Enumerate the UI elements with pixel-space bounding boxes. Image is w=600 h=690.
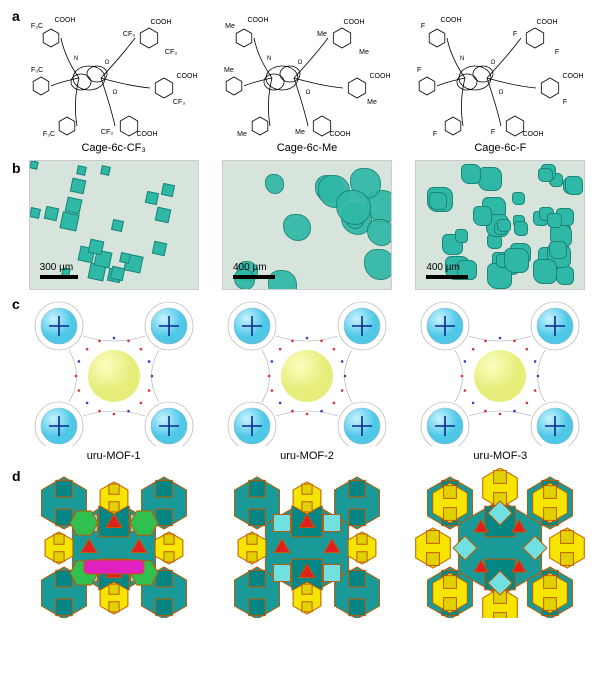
svg-text:F₃C: F₃C bbox=[43, 131, 55, 138]
caption-a-2: Cage-6c-Me bbox=[277, 142, 338, 154]
panel-label-b: b bbox=[12, 160, 26, 176]
cell-a-3: COOH COOH COOH F F F F F F F COOH O O N Cage-6c-F bbox=[413, 8, 588, 154]
scalebar-3: 400 µm bbox=[426, 262, 468, 279]
cell-a-2: COOH COOH COOH Me Me Me Me Me Me Me COOH O O N Cage-6… bbox=[219, 8, 394, 154]
micrograph-3: 400 µm bbox=[415, 160, 585, 290]
caption-c-2: uru-MOF-2 bbox=[280, 450, 334, 462]
svg-text:CF₃: CF₃ bbox=[165, 49, 177, 56]
cell-a-1: COOH COOH COOH CF₃ CF₃ CF₃ CF₃ F₃C F₃C F₃C COOH O O N… bbox=[26, 8, 201, 154]
svg-text:CF₃: CF₃ bbox=[173, 99, 185, 106]
tiling-3 bbox=[415, 468, 585, 618]
crystal-structure-1 bbox=[29, 296, 199, 446]
svg-text:COOH: COOH bbox=[54, 17, 75, 24]
svg-text:F: F bbox=[513, 31, 517, 38]
chem-structure-1: COOH COOH COOH CF₃ CF₃ CF₃ CF₃ F₃C F₃C F₃C COOH O O N bbox=[29, 8, 199, 138]
svg-text:COOH: COOH bbox=[176, 73, 197, 80]
svg-text:F₃C: F₃C bbox=[31, 67, 43, 74]
svg-text:O: O bbox=[306, 90, 311, 96]
svg-text:COOH: COOH bbox=[329, 131, 350, 138]
svg-text:F: F bbox=[433, 131, 437, 138]
tiling-2 bbox=[222, 468, 392, 618]
chem-structure-2: COOH COOH COOH Me Me Me Me Me Me Me COOH O O N bbox=[222, 8, 392, 138]
scalebar-label: 300 µm bbox=[40, 262, 78, 273]
svg-text:COOH: COOH bbox=[441, 17, 462, 24]
svg-text:F: F bbox=[421, 23, 425, 30]
svg-text:N: N bbox=[73, 56, 77, 62]
svg-text:COOH: COOH bbox=[343, 19, 364, 26]
svg-text:COOH: COOH bbox=[369, 73, 390, 80]
svg-text:Me: Me bbox=[359, 49, 369, 56]
scalebar-label: 400 µm bbox=[426, 262, 468, 273]
svg-text:F: F bbox=[563, 99, 567, 106]
tiling-1 bbox=[29, 468, 199, 618]
micrograph-1: 300 µm bbox=[29, 160, 199, 290]
crystal-structure-3 bbox=[415, 296, 585, 446]
panel-label-c: c bbox=[12, 296, 26, 312]
scalebar-2: 400 µm bbox=[233, 262, 275, 279]
svg-text:COOH: COOH bbox=[247, 17, 268, 24]
svg-text:COOH: COOH bbox=[523, 131, 544, 138]
scalebar-label: 400 µm bbox=[233, 262, 275, 273]
caption-a-3: Cage-6c-F bbox=[474, 142, 526, 154]
svg-text:N: N bbox=[267, 56, 271, 62]
svg-text:Me: Me bbox=[225, 23, 235, 30]
caption-a-1: Cage-6c-CF₃ bbox=[81, 142, 145, 154]
svg-text:F: F bbox=[491, 129, 495, 136]
caption-c-3: uru-MOF-3 bbox=[473, 450, 527, 462]
panel-label-d: d bbox=[12, 468, 26, 484]
svg-text:Me: Me bbox=[295, 129, 305, 136]
svg-text:O: O bbox=[491, 60, 496, 66]
svg-text:COOH: COOH bbox=[563, 73, 584, 80]
svg-text:O: O bbox=[499, 90, 504, 96]
svg-text:O: O bbox=[112, 90, 117, 96]
svg-text:O: O bbox=[104, 60, 109, 66]
svg-text:O: O bbox=[298, 60, 303, 66]
svg-text:COOH: COOH bbox=[537, 19, 558, 26]
svg-text:Me: Me bbox=[237, 131, 247, 138]
svg-text:F: F bbox=[555, 49, 559, 56]
panel-label-a: a bbox=[12, 8, 26, 24]
svg-text:Me: Me bbox=[224, 67, 234, 74]
svg-text:N: N bbox=[460, 56, 464, 62]
svg-text:Me: Me bbox=[317, 31, 327, 38]
svg-text:CF₃: CF₃ bbox=[101, 129, 113, 136]
svg-text:Me: Me bbox=[367, 99, 377, 106]
scalebar-1: 300 µm bbox=[40, 262, 78, 279]
chem-structure-3: COOH COOH COOH F F F F F F F COOH O O N bbox=[415, 8, 585, 138]
svg-text:COOH: COOH bbox=[136, 131, 157, 138]
crystal-structure-2 bbox=[222, 296, 392, 446]
caption-c-1: uru-MOF-1 bbox=[87, 450, 141, 462]
micrograph-2: 400 µm bbox=[222, 160, 392, 290]
svg-text:CF₃: CF₃ bbox=[123, 31, 135, 38]
svg-text:F₃C: F₃C bbox=[31, 23, 43, 30]
svg-text:F: F bbox=[417, 67, 421, 74]
svg-text:COOH: COOH bbox=[150, 19, 171, 26]
